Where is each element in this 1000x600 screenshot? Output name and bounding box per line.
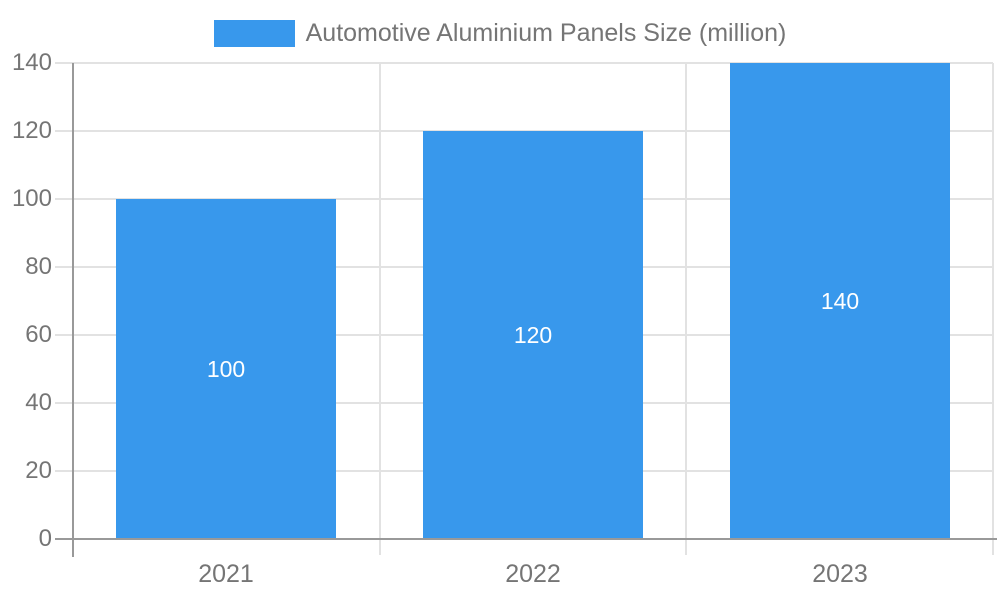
gridline-vertical xyxy=(992,63,994,555)
y-axis-tick-label: 40 xyxy=(25,389,52,416)
legend-label: Automotive Aluminium Panels Size (millio… xyxy=(305,19,787,47)
bar-2022 xyxy=(423,131,643,539)
gridline-vertical xyxy=(685,63,687,555)
legend-item[interactable]: Automotive Aluminium Panels Size (millio… xyxy=(0,20,1000,47)
bar-value-label: 120 xyxy=(513,322,553,348)
bar-2023 xyxy=(730,63,950,539)
gridline-vertical xyxy=(379,63,381,555)
bar-2021 xyxy=(116,199,336,539)
y-axis-tick-label: 20 xyxy=(25,457,52,484)
y-axis-line xyxy=(72,63,74,557)
gridline-horizontal xyxy=(55,62,993,64)
x-axis-tick-label: 2022 xyxy=(505,560,561,588)
x-axis-tick-label: 2023 xyxy=(812,560,868,588)
x-axis-line xyxy=(55,538,997,540)
y-axis-tick-label: 120 xyxy=(11,117,52,144)
y-axis-tick-label: 100 xyxy=(11,185,52,212)
legend-color-swatch-icon xyxy=(213,20,295,47)
y-axis-tick-label: 60 xyxy=(25,321,52,348)
bar-value-label: 100 xyxy=(206,356,246,382)
y-axis-tick-label: 0 xyxy=(38,525,52,552)
bar-value-label: 140 xyxy=(820,288,860,314)
y-axis-tick-label: 140 xyxy=(11,49,52,76)
y-axis-tick-label: 80 xyxy=(25,253,52,280)
x-axis-tick-label: 2021 xyxy=(198,560,254,588)
